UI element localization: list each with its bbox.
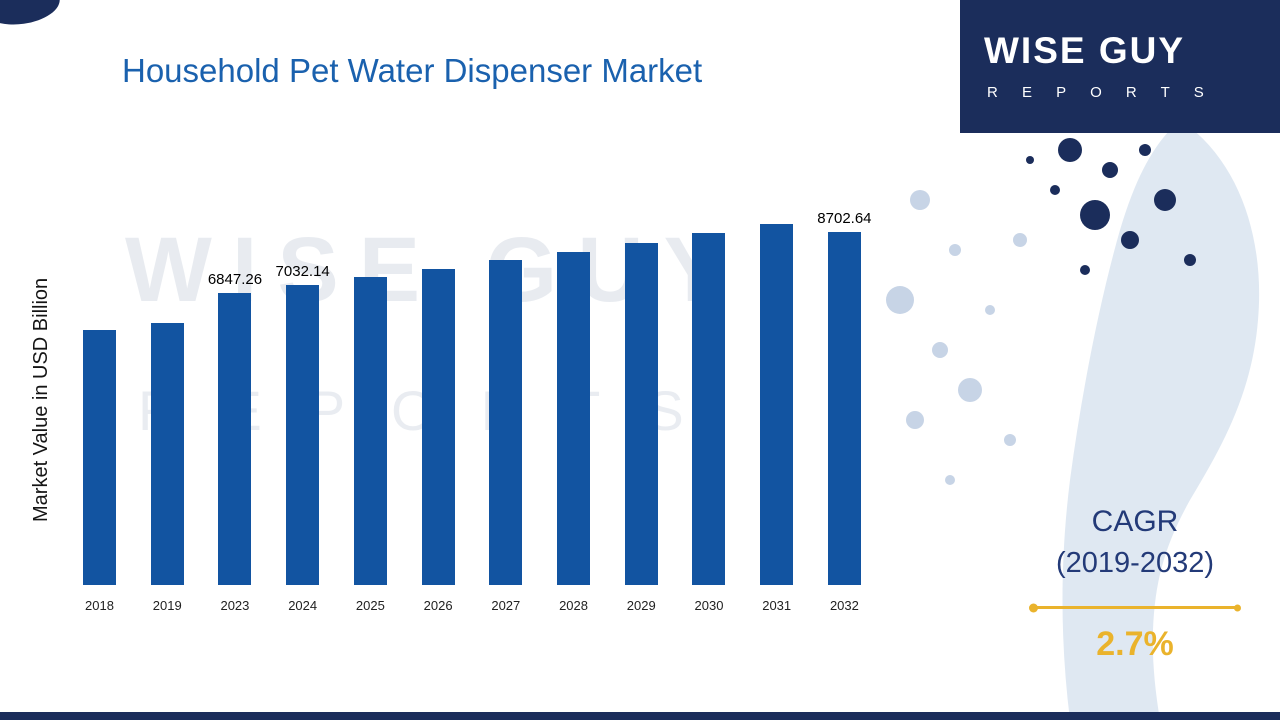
bar-column: 2028	[554, 210, 593, 613]
x-axis-tick-label: 2027	[491, 598, 521, 613]
bar	[557, 252, 591, 585]
x-axis-tick-label: 2029	[626, 598, 656, 613]
bar	[150, 323, 184, 585]
bottom-accent-strip	[0, 712, 1280, 720]
x-axis-tick-label: 2032	[829, 598, 859, 613]
bar-value-label: 8702.64	[817, 210, 872, 227]
x-axis-tick-label: 2024	[288, 598, 318, 613]
bar-column: 2019	[148, 210, 187, 613]
bar-column: 2029	[622, 210, 661, 613]
bar	[218, 293, 252, 585]
bar	[692, 233, 726, 585]
bar	[624, 243, 658, 585]
cagr-range: (2019-2032)	[1056, 547, 1214, 579]
cagr-panel: CAGR (2019-2032) 2.7%	[1002, 505, 1268, 664]
x-axis-tick-label: 2023	[220, 598, 250, 613]
bar	[760, 224, 794, 585]
x-axis-tick-label: 2026	[423, 598, 453, 613]
x-axis-tick-label: 2031	[762, 598, 792, 613]
bar-column: 2026	[419, 210, 458, 613]
bar	[83, 330, 116, 585]
bar-column: 2031	[757, 210, 796, 613]
bar-plot: 2018 2019 6847.26 2023 7032.14 2024 2025 2026 20…	[80, 210, 872, 613]
bar-column: 2027	[486, 210, 525, 613]
corner-decoration	[0, 0, 63, 30]
cagr-value: 2.7%	[1096, 625, 1174, 663]
bar	[827, 232, 861, 585]
bar-column: 2018	[80, 210, 119, 613]
x-axis-tick-label: 2028	[559, 598, 588, 613]
bar-column: 8702.64 2032	[817, 210, 871, 613]
bar-column: 2025	[351, 210, 390, 613]
bar-column: 6847.26 2023	[208, 210, 262, 613]
x-axis-tick-label: 2018	[85, 598, 114, 613]
x-axis-tick-label: 2025	[355, 598, 385, 613]
x-axis-tick-label: 2019	[152, 598, 182, 613]
bar-column: 7032.14 2024	[276, 210, 330, 613]
dot-cluster-light	[886, 190, 1027, 485]
bar-value-label: 7032.14	[275, 263, 330, 280]
page-title: Household Pet Water Dispenser Market	[122, 52, 703, 90]
logo-subtitle: R E P O R T S	[987, 84, 1214, 101]
bar	[421, 269, 455, 585]
bar-column: 2030	[689, 210, 728, 613]
logo-wordmark: WISE GUY	[984, 30, 1186, 71]
bar-value-label: 6847.26	[207, 271, 263, 288]
x-axis-tick-label: 2030	[694, 598, 724, 613]
dot-cluster-navy	[1026, 138, 1196, 275]
bar	[489, 260, 523, 585]
bar	[353, 277, 387, 585]
cagr-divider-line	[1033, 606, 1237, 609]
bar	[286, 285, 320, 585]
logo-block: WISE GUY R E P O R T S	[960, 0, 1280, 133]
cagr-label: CAGR	[1091, 505, 1179, 538]
y-axis-label: Market Value in USD Billion	[30, 277, 52, 523]
